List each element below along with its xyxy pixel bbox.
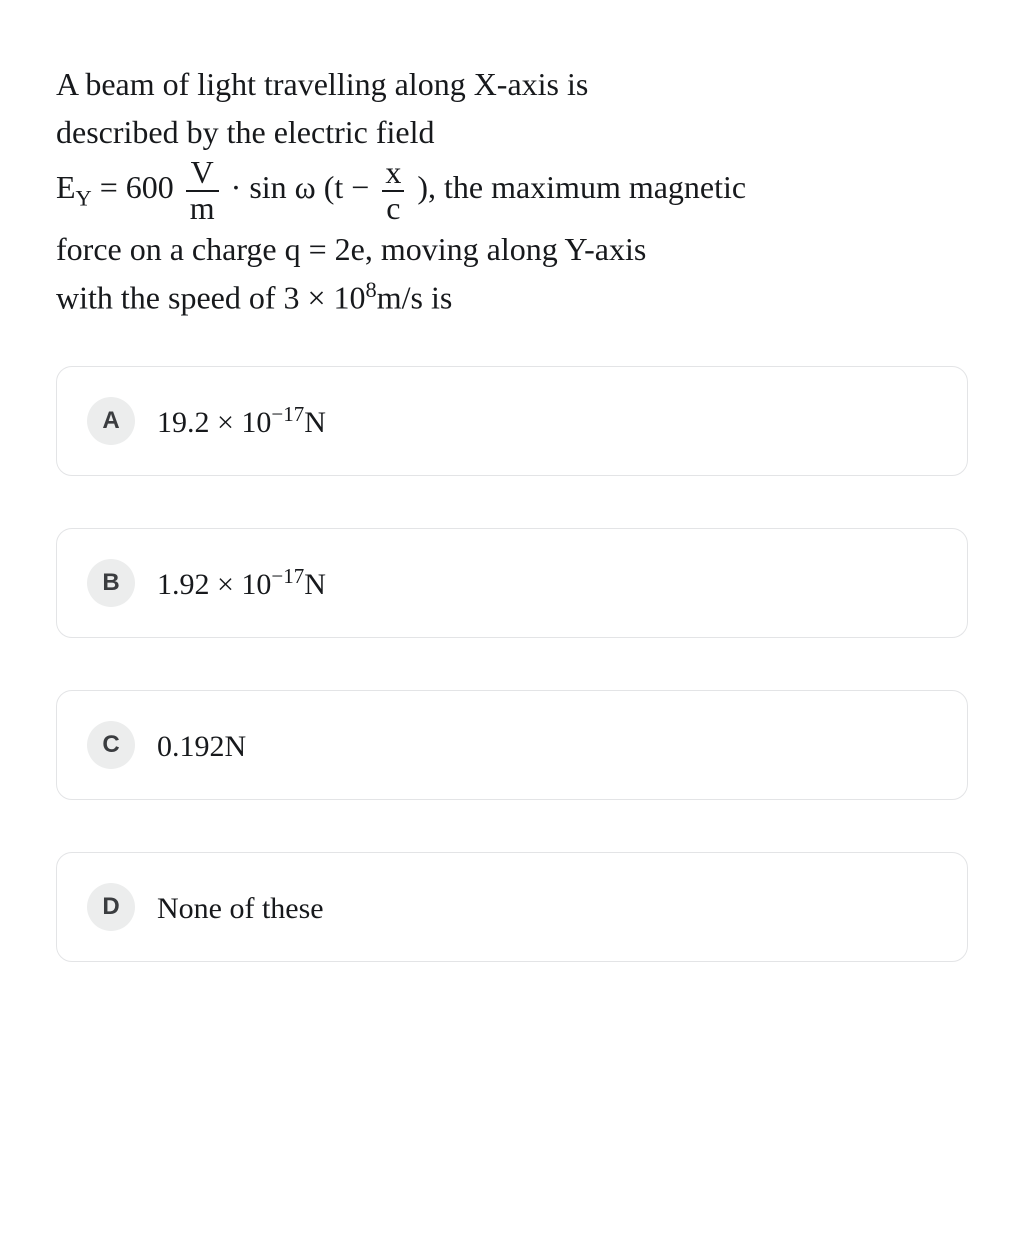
opt-b-suffix: N	[304, 568, 326, 601]
frac1-num: V	[187, 156, 218, 190]
option-d[interactable]: D None of these	[56, 852, 968, 962]
option-text-d: None of these	[157, 888, 324, 926]
opt-b-sup: −17	[271, 564, 304, 588]
option-c[interactable]: C 0.192N	[56, 690, 968, 800]
line5-a: with the speed of 3 × 10	[56, 280, 366, 316]
option-badge-d: D	[87, 883, 135, 931]
eq-lhs: E	[56, 169, 76, 205]
options-list: A 19.2 × 10−17N B 1.92 × 10−17N C 0.192N…	[56, 366, 968, 962]
opt-b-prefix: 1.92 × 10	[157, 568, 271, 601]
frac2-num: x	[381, 156, 405, 190]
question-equation-line: EY = 600 V m · sin ω (t − x c ), the max…	[56, 156, 968, 225]
eq-close: ), the maximum magnetic	[417, 169, 746, 205]
option-badge-c: C	[87, 721, 135, 769]
frac1-den: m	[186, 190, 219, 226]
option-badge-b: B	[87, 559, 135, 607]
fraction-x-over-c: x c	[381, 156, 405, 225]
question-line5: with the speed of 3 × 108m/s is	[56, 273, 968, 322]
option-text-b: 1.92 × 10−17N	[157, 564, 326, 602]
question-line2: described by the electric field	[56, 108, 968, 156]
opt-c-prefix: 0.192N	[157, 730, 246, 763]
line5-sup: 8	[366, 277, 377, 302]
eq-600: = 600	[100, 169, 174, 205]
question-text: A beam of light travelling along X-axis …	[56, 60, 968, 322]
opt-a-sup: −17	[271, 402, 304, 426]
frac2-den: c	[382, 190, 404, 226]
fraction-v-over-m: V m	[186, 156, 219, 225]
option-text-a: 19.2 × 10−17N	[157, 402, 326, 440]
question-line1: A beam of light travelling along X-axis …	[56, 60, 968, 108]
opt-a-suffix: N	[304, 406, 326, 439]
option-a[interactable]: A 19.2 × 10−17N	[56, 366, 968, 476]
opt-a-prefix: 19.2 × 10	[157, 406, 271, 439]
opt-d-prefix: None of these	[157, 892, 324, 925]
eq-sub: Y	[76, 185, 92, 210]
option-b[interactable]: B 1.92 × 10−17N	[56, 528, 968, 638]
line5-b: m/s is	[377, 280, 453, 316]
eq-mid: · sin ω (t −	[231, 169, 378, 205]
option-badge-a: A	[87, 397, 135, 445]
option-text-c: 0.192N	[157, 726, 246, 764]
question-line4: force on a charge q = 2e, moving along Y…	[56, 225, 968, 273]
